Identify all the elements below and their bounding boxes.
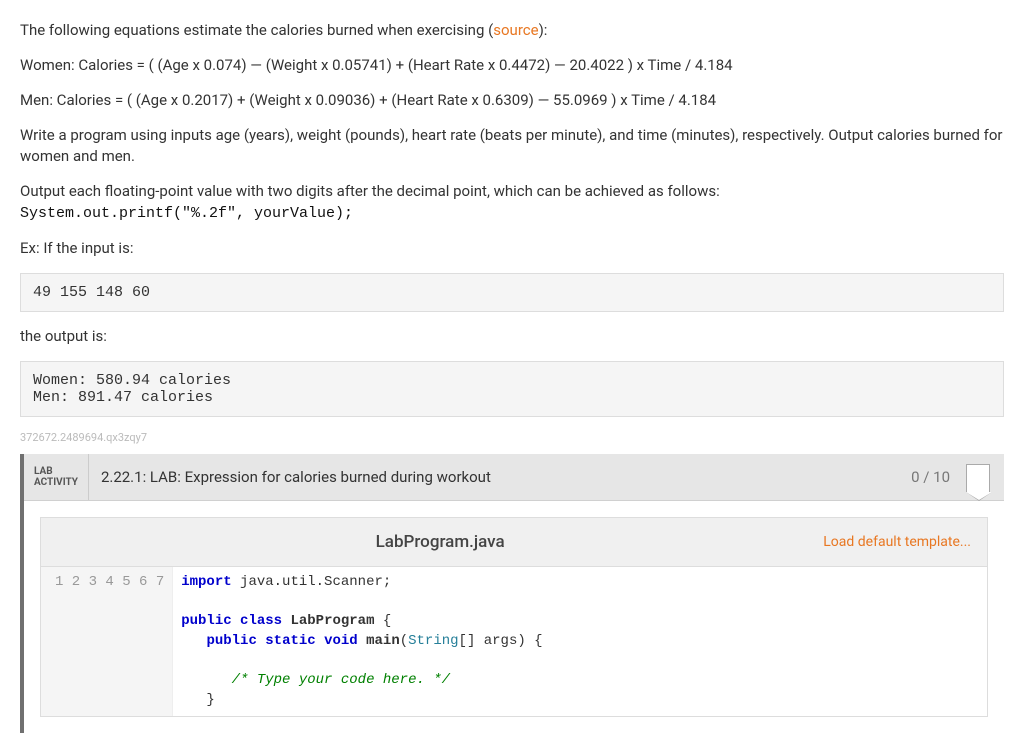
lab-activity-panel: LAB ACTIVITY 2.22.1: LAB: Expression for… [20, 454, 1004, 733]
lab-header: LAB ACTIVITY 2.22.1: LAB: Expression for… [24, 454, 1004, 501]
load-default-template-link[interactable]: Load default template... [823, 534, 971, 550]
example-output: Women: 580.94 calories Men: 891.47 calor… [20, 361, 1004, 417]
intro-text-pre: The following equations estimate the cal… [20, 21, 493, 39]
example-label: Ex: If the input is: [20, 238, 1004, 259]
printf-code: System.out.printf("%.2f", yourValue); [20, 205, 353, 222]
code-lines[interactable]: import java.util.Scanner; public class L… [173, 567, 550, 716]
lab-body: LabProgram.java Load default template...… [24, 501, 1004, 733]
equation-men: Men: Calories = ( (Age x 0.2017) + (Weig… [20, 90, 1004, 111]
file-header: LabProgram.java Load default template... [40, 517, 988, 567]
content-hash: 372672.2489694.qx3zqy7 [20, 431, 1004, 444]
program-prompt: Write a program using inputs age (years)… [20, 125, 1004, 167]
lab-title: 2.22.1: LAB: Expression for calories bur… [89, 454, 899, 500]
intro-line: The following equations estimate the cal… [20, 20, 1004, 41]
file-name: LabProgram.java [57, 532, 823, 552]
line-gutter: 1 2 3 4 5 6 7 [41, 567, 173, 716]
output-label: the output is: [20, 326, 1004, 347]
code-editor[interactable]: 1 2 3 4 5 6 7 import java.util.Scanner; … [40, 567, 988, 717]
fp-instruction: Output each floating-point value with tw… [20, 181, 1004, 224]
source-link[interactable]: source [493, 21, 538, 39]
example-input: 49 155 148 60 [20, 273, 1004, 312]
intro-text-post: ): [539, 21, 548, 39]
bookmark-icon[interactable] [966, 464, 990, 492]
equation-women: Women: Calories = ( (Age x 0.074) — (Wei… [20, 55, 1004, 76]
lab-badge: LAB ACTIVITY [24, 454, 89, 500]
lab-score: 0 / 10 [899, 454, 962, 500]
